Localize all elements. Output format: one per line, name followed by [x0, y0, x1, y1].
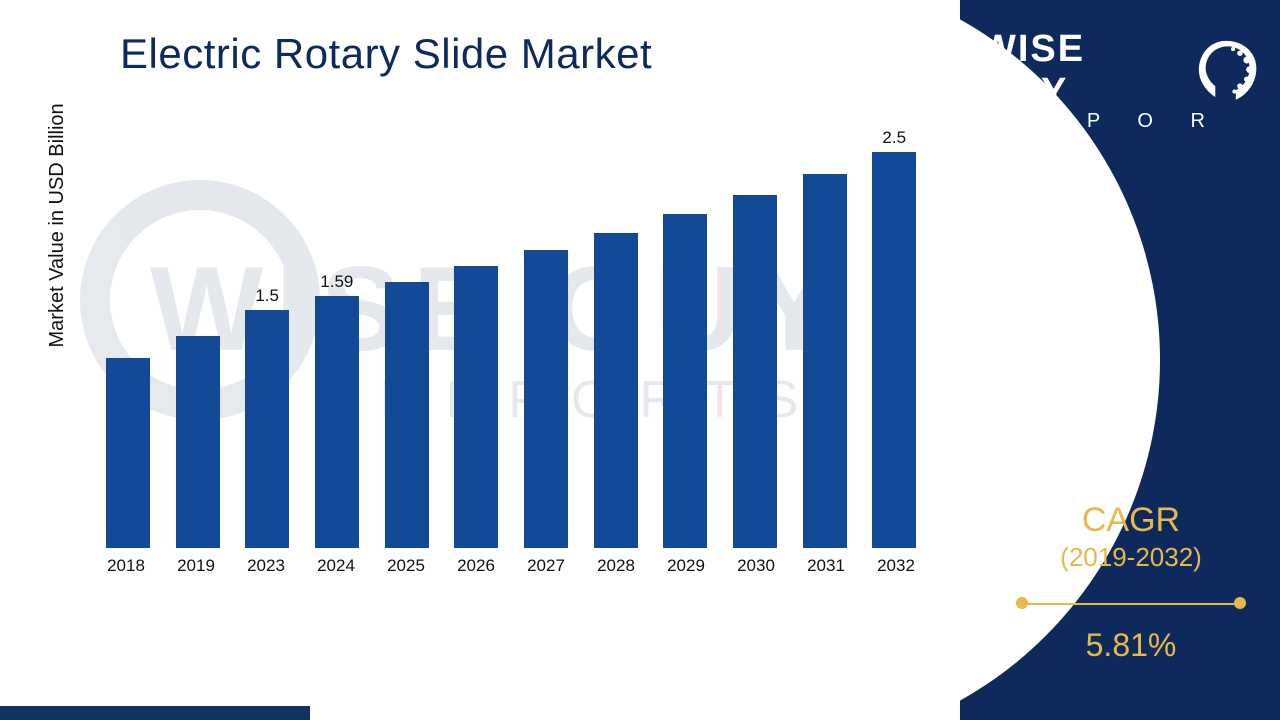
x-tick: 2028 [592, 550, 640, 580]
plot-area: 1.5 1.59 2.5 [102, 120, 920, 548]
cagr-label: CAGR [1016, 501, 1246, 540]
bar-2027 [522, 250, 570, 548]
bar-2023: 1.5 [243, 310, 291, 548]
bar-2026 [452, 266, 500, 548]
bar-2024: 1.59 [313, 296, 361, 548]
bar [385, 282, 429, 548]
bar-2025 [383, 282, 431, 548]
brand-logo: WISE GUY R E P O R T S [980, 28, 1260, 156]
report-card: WISE GUY REPORTS Electric Rotary Slide M… [0, 0, 1280, 720]
bar [594, 233, 638, 548]
bar-2030 [731, 195, 779, 548]
x-tick: 2032 [872, 550, 920, 580]
bar-2032: 2.5 [870, 152, 918, 548]
x-tick: 2019 [172, 550, 220, 580]
bottom-strip [0, 706, 310, 720]
cagr-value: 5.81% [1016, 627, 1246, 664]
x-tick: 2030 [732, 550, 780, 580]
x-tick: 2025 [382, 550, 430, 580]
bar-2018 [104, 358, 152, 548]
bar-chart: Market Value in USD Billion 1.51.592.5 2… [60, 120, 920, 580]
bar [524, 250, 568, 548]
x-tick: 2026 [452, 550, 500, 580]
bar [315, 296, 359, 548]
bar-2031 [801, 174, 849, 548]
bar [176, 336, 220, 548]
cagr-range: (2019-2032) [1016, 542, 1246, 573]
cagr-block: CAGR (2019-2032) 5.81% [1016, 501, 1246, 664]
x-tick: 2023 [242, 550, 290, 580]
bar [803, 174, 847, 548]
bar-value-label: 2.5 [882, 128, 906, 148]
bar [245, 310, 289, 548]
bar [454, 266, 498, 548]
bar-value-label: 1.59 [320, 272, 353, 292]
x-tick: 2027 [522, 550, 570, 580]
bar-2028 [592, 233, 640, 548]
bar-value-label: 1.5 [255, 286, 279, 306]
cagr-divider [1022, 591, 1240, 615]
bar-2029 [661, 214, 709, 548]
bar-2019 [174, 336, 222, 548]
brand-name: WISE GUY [980, 28, 1182, 114]
x-tick: 2024 [312, 550, 360, 580]
brand-sub: R E P O R T S [980, 110, 1260, 156]
x-axis-labels: 2018 2019 2023 2024 2025 2026 2027 2028 2029 2030… [102, 550, 920, 580]
x-tick: 2029 [662, 550, 710, 580]
bar [663, 214, 707, 548]
bar [106, 358, 150, 548]
brand-head-icon [1192, 36, 1260, 106]
chart-title: Electric Rotary Slide Market [120, 30, 652, 78]
bar [733, 195, 777, 548]
bar [872, 152, 916, 548]
x-tick: 2018 [102, 550, 150, 580]
x-tick: 2031 [802, 550, 850, 580]
y-axis-label: Market Value in USD Billion [46, 104, 69, 348]
